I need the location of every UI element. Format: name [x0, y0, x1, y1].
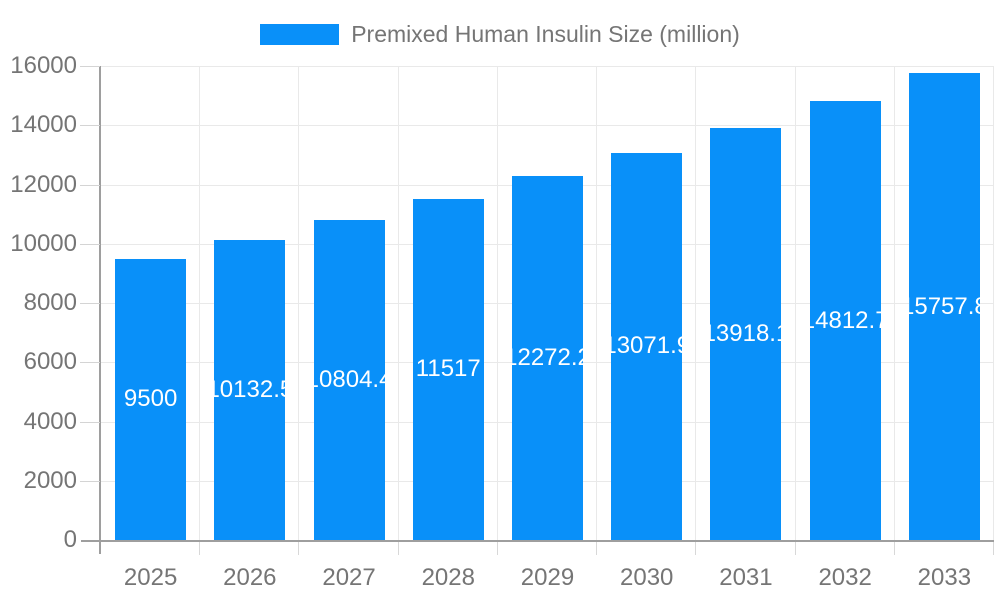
v-gridline: [496, 66, 498, 540]
legend[interactable]: Premixed Human Insulin Size (million): [0, 21, 1000, 48]
plot-area: 0 2000 4000 6000 8000 10000 12000 14000 16000 202…: [10, 53, 994, 591]
bar-value-label: 15757.8: [909, 292, 980, 320]
y-axis-line: [99, 66, 101, 554]
y-tick-label: 0: [63, 526, 77, 553]
x-tick-label-2025: 2025: [123, 564, 178, 591]
bar-value-label: 11517: [415, 355, 481, 383]
legend-swatch: [260, 24, 340, 45]
y-tick: [80, 480, 100, 482]
x-axis-line: [81, 540, 994, 542]
v-gridline: [199, 66, 201, 540]
v-gridline: [794, 66, 796, 540]
x-tick-label-2027: 2027: [322, 564, 376, 591]
x-tick: [397, 542, 399, 555]
y-tick: [80, 303, 100, 304]
v-gridline: [397, 66, 399, 540]
x-tick-label-2032: 2032: [818, 564, 872, 591]
bar-2025[interactable]: 9500: [115, 258, 187, 540]
bar-2029[interactable]: 12272.2: [512, 176, 583, 540]
v-gridline: [695, 66, 697, 540]
y-tick: [80, 362, 100, 364]
bar-2027[interactable]: 10804.4: [313, 219, 385, 540]
h-gridline: [101, 125, 994, 127]
y-tick-label: 4000: [23, 407, 77, 435]
y-tick-label: 16000: [10, 52, 77, 79]
bar-value-label: 9500: [123, 385, 178, 413]
x-tick: [298, 542, 300, 555]
y-tick: [80, 421, 100, 423]
y-tick-label: 8000: [23, 289, 77, 316]
y-tick-label: 2000: [23, 466, 77, 494]
y-tick: [80, 66, 100, 67]
v-gridline: [596, 66, 598, 540]
x-tick-label-2031: 2031: [719, 564, 773, 591]
x-tick-label-2028: 2028: [421, 564, 475, 591]
x-tick: [596, 542, 598, 555]
bar-value-label: 13071.9: [611, 332, 682, 360]
x-tick-label-2033: 2033: [917, 564, 972, 591]
bar-value-label: 10804.4: [314, 365, 385, 393]
h-gridline: [101, 66, 994, 67]
y-tick-label: 6000: [23, 348, 77, 376]
bar-value-label: 14812.7: [810, 306, 881, 334]
y-tick-label: 14000: [10, 111, 77, 139]
bar-2033[interactable]: 15757.8: [908, 73, 980, 540]
y-tick-label: 12000: [10, 170, 77, 198]
x-tick-label-2030: 2030: [620, 564, 674, 591]
x-tick: [695, 542, 697, 555]
bar-2030[interactable]: 13071.9: [611, 152, 683, 540]
v-gridline: [893, 66, 895, 540]
x-tick: [794, 542, 796, 555]
bar-2026[interactable]: 10132.5: [214, 239, 286, 540]
x-tick: [496, 542, 498, 555]
bar-value-label: 10132.5: [214, 375, 285, 403]
x-tick: [199, 542, 201, 555]
y-tick: [80, 125, 100, 127]
bar-2028[interactable]: 11517: [412, 198, 484, 540]
x-tick-label-2029: 2029: [520, 564, 575, 591]
v-gridline: [298, 66, 300, 540]
v-gridline: [993, 66, 994, 540]
x-tick: [893, 542, 895, 555]
y-tick: [80, 184, 100, 186]
y-tick-label: 10000: [10, 229, 77, 257]
y-tick: [80, 243, 100, 245]
x-tick: [993, 542, 994, 555]
x-tick-label-2026: 2026: [223, 564, 277, 591]
bar-2032[interactable]: 14812.7: [809, 101, 881, 540]
bar-value-label: 12272.2: [512, 344, 583, 372]
legend-label: Premixed Human Insulin Size (million): [351, 21, 740, 47]
